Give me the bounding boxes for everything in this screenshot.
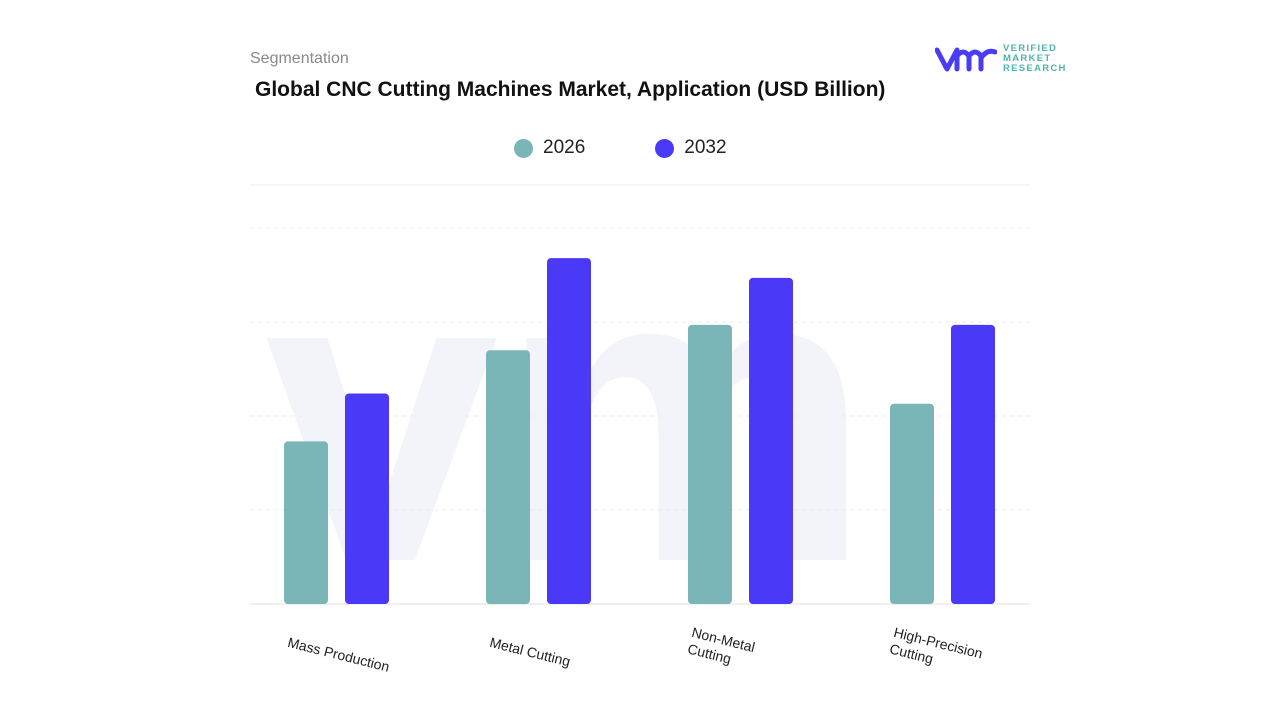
vmr-logo-icon [935, 47, 997, 72]
bar-2032-non-metal-cutting [749, 277, 793, 604]
chart-title: Global CNC Cutting Machines Market, Appl… [255, 78, 886, 101]
logo: VERIFIED MARKET RESEARCH [935, 44, 1067, 74]
bar-2026-high-precision-cutting [890, 403, 934, 604]
bar-2026-metal-cutting [486, 350, 530, 604]
section-label: Segmentation [250, 50, 349, 67]
legend-item-2032: 2032 [655, 137, 727, 159]
legend-swatch [655, 138, 675, 158]
bar-2032-mass-production [345, 393, 389, 604]
legend: 2026 2032 [514, 137, 727, 159]
legend-item-2026: 2026 [514, 137, 585, 159]
bar-2032-metal-cutting [547, 258, 591, 604]
bar-2026-mass-production [284, 441, 328, 604]
bar-2026-non-metal-cutting [688, 324, 732, 604]
logo-text: VERIFIED MARKET RESEARCH [1003, 43, 1067, 74]
bar-2032-high-precision-cutting [951, 324, 995, 604]
legend-swatch [514, 138, 533, 158]
